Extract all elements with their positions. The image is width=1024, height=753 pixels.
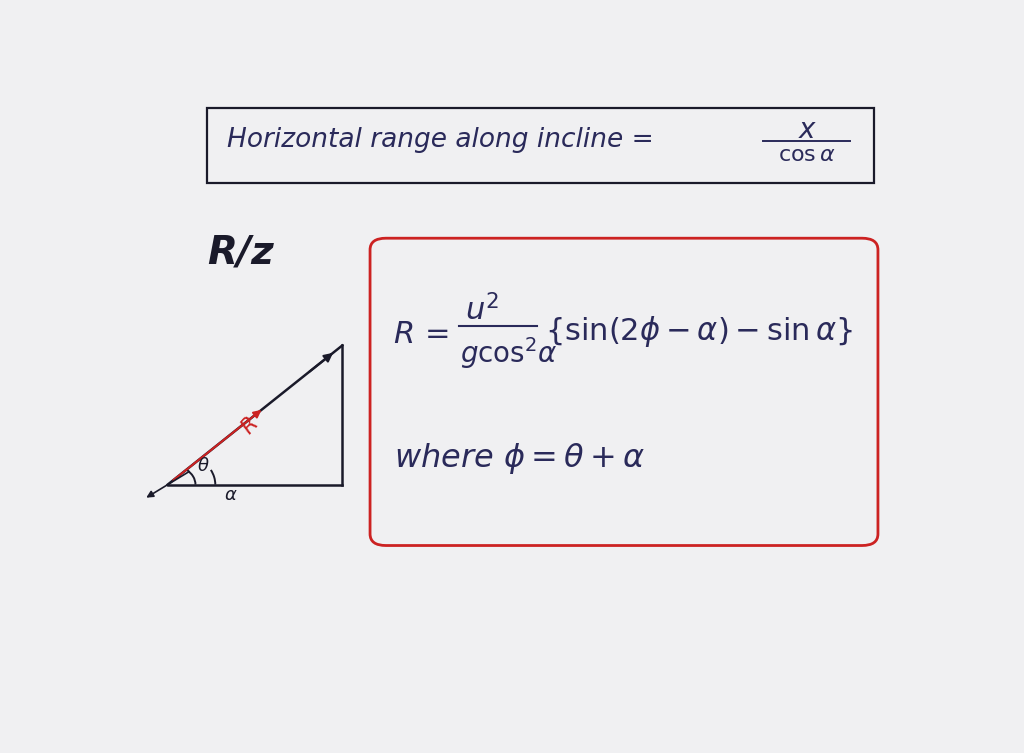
Text: where $\phi = \theta + \alpha$: where $\phi = \theta + \alpha$ (394, 441, 645, 476)
Text: R =: R = (394, 320, 451, 349)
Text: $g\cos^2\!\alpha$: $g\cos^2\!\alpha$ (460, 335, 557, 371)
Text: R/z: R/z (207, 233, 274, 272)
Text: $\cos\alpha$: $\cos\alpha$ (778, 145, 836, 166)
Text: $u^2$: $u^2$ (465, 294, 500, 327)
Text: x: x (799, 116, 815, 144)
Text: $\left\{ \sin(2\phi - \alpha) - \sin\alpha \right\}$: $\left\{ \sin(2\phi - \alpha) - \sin\alp… (545, 315, 852, 349)
Bar (207, 108, 874, 183)
Text: R: R (238, 414, 262, 438)
Text: Horizontal range along incline =: Horizontal range along incline = (227, 127, 654, 153)
Text: $\alpha$: $\alpha$ (224, 486, 238, 504)
Text: $\theta$: $\theta$ (197, 457, 210, 475)
